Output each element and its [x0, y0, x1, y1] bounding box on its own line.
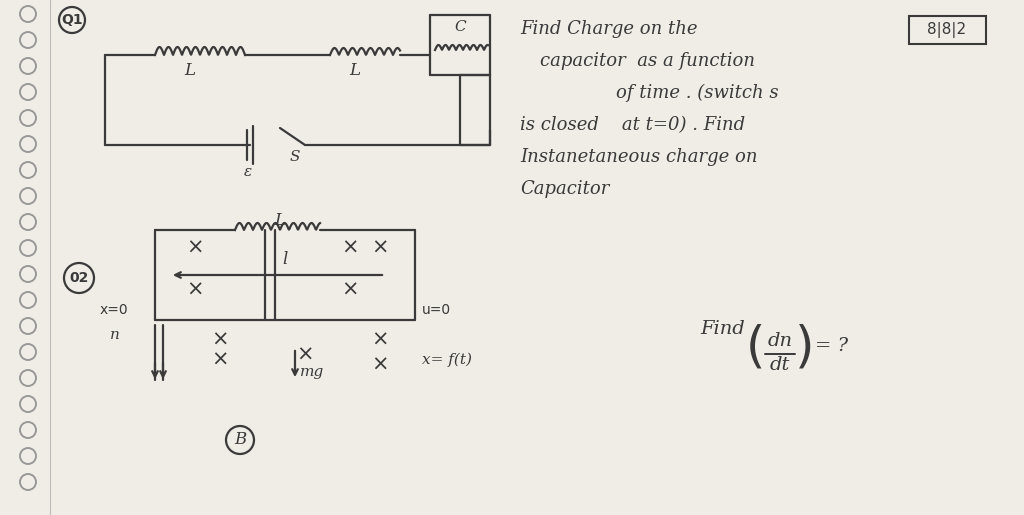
Text: dn: dn — [768, 332, 793, 350]
Text: L: L — [274, 212, 286, 229]
Text: B: B — [233, 432, 246, 449]
Text: mg: mg — [300, 365, 325, 379]
Text: ×: × — [186, 238, 204, 258]
Text: ×: × — [211, 350, 228, 370]
Text: 02: 02 — [70, 271, 89, 285]
Text: ×: × — [211, 330, 228, 350]
Text: x= f(t): x= f(t) — [422, 353, 472, 367]
Text: ×: × — [296, 345, 313, 365]
Text: (: ( — [745, 324, 765, 372]
Text: Find: Find — [700, 320, 744, 338]
Text: ×: × — [341, 280, 358, 300]
Text: u=0: u=0 — [422, 303, 452, 317]
Text: ×: × — [186, 280, 204, 300]
Text: Q1: Q1 — [61, 13, 83, 27]
Text: x=0: x=0 — [100, 303, 129, 317]
Text: Find Charge on the: Find Charge on the — [520, 20, 697, 38]
Text: is closed    at t=0) . Find: is closed at t=0) . Find — [520, 116, 745, 134]
Text: ×: × — [372, 238, 389, 258]
Text: ×: × — [372, 330, 389, 350]
Text: ε: ε — [244, 165, 252, 179]
Text: L: L — [349, 62, 360, 79]
Text: 8|8|2: 8|8|2 — [928, 22, 967, 38]
Text: C: C — [455, 20, 466, 34]
Text: ): ) — [796, 324, 815, 372]
Text: = ?: = ? — [815, 337, 848, 355]
Text: of time . (switch s: of time . (switch s — [570, 84, 778, 102]
Text: L: L — [184, 62, 196, 79]
Text: Capacitor: Capacitor — [520, 180, 609, 198]
Text: ×: × — [341, 238, 358, 258]
Text: S: S — [290, 150, 300, 164]
Text: Instanetaneous charge on: Instanetaneous charge on — [520, 148, 758, 166]
Text: n: n — [110, 328, 120, 342]
Text: dt: dt — [770, 356, 791, 374]
Text: ×: × — [372, 355, 389, 375]
Text: l: l — [283, 251, 288, 268]
Text: capacitor  as a function: capacitor as a function — [540, 52, 755, 70]
